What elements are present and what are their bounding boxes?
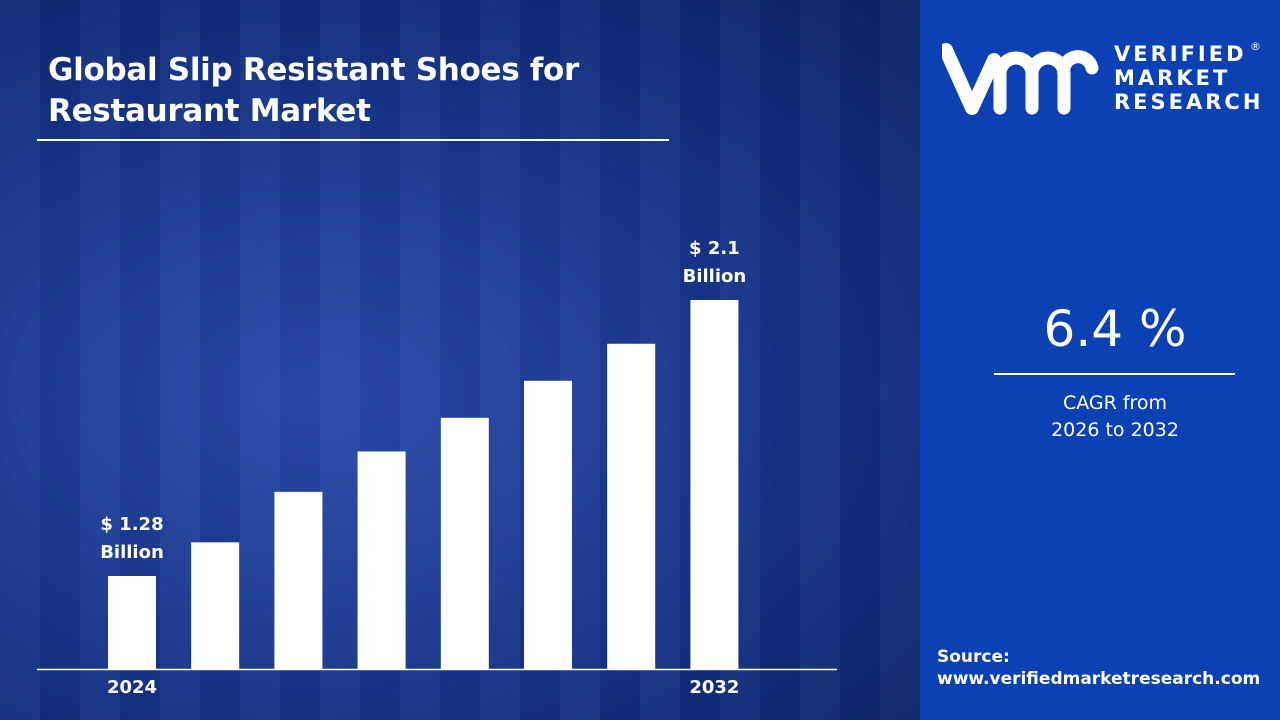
source: Source: www.verifiedmarketresearch.com [937,646,1260,690]
data-label: $ 2.1 [689,238,740,259]
cagr-label-line: CAGR from [1062,392,1168,414]
page-title: Global Slip Resistant Shoes for Restaura… [48,52,580,129]
bar-4 [440,417,489,669]
side-panel [920,0,1280,720]
bar-chart: 2024 2032 $ 1.28 Billion $ 2.1 Billion [37,238,837,698]
registered-mark: ® [1250,40,1261,53]
bar-3 [357,451,406,669]
bar-1 [191,542,240,669]
bar-6 [607,343,656,669]
source-label: Source: [937,647,1010,667]
bar-2 [274,491,323,669]
logo-line: MARKET [1114,66,1231,90]
data-label: Billion [683,266,747,287]
source-url[interactable]: www.verifiedmarketresearch.com [937,669,1261,689]
cagr-divider [994,373,1235,375]
vmr-logo-icon [942,43,1099,115]
data-label: $ 1.28 [100,514,163,535]
bar-7 [690,300,739,669]
cagr-value: 6.4 % [1043,300,1187,358]
x-tick-label: 2024 [107,677,157,698]
x-tick-label: 2032 [689,677,739,698]
title-divider [37,139,669,141]
logo-line: RESEARCH [1114,90,1264,114]
data-label: Billion [100,542,164,563]
bar-5 [524,380,572,669]
logo-line: VERIFIED [1114,42,1247,66]
cagr-label-line: 2026 to 2032 [1051,419,1179,441]
bar-0 [108,576,156,669]
logo-text: VERIFIED MARKET RESEARCH [1114,42,1263,114]
cagr-label: CAGR from 2026 to 2032 [995,390,1235,444]
